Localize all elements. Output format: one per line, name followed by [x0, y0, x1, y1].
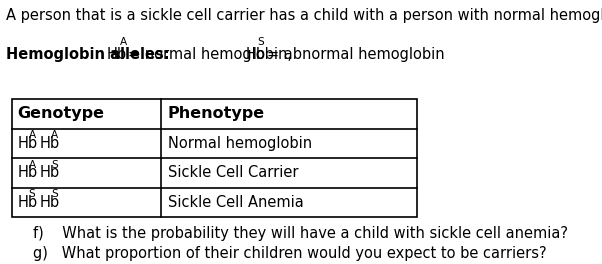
Text: Hb: Hb: [39, 166, 60, 181]
Text: A: A: [51, 130, 58, 140]
Text: g)   What proportion of their children would you expect to be carriers?: g) What proportion of their children wou…: [33, 246, 547, 261]
Text: Hb: Hb: [17, 195, 37, 210]
Text: A person that is a sickle cell carrier has a child with a person with normal hem: A person that is a sickle cell carrier h…: [5, 8, 602, 23]
Text: Sickle Cell Anemia: Sickle Cell Anemia: [167, 195, 303, 210]
Text: S: S: [51, 189, 58, 199]
Text: Hb: Hb: [245, 47, 265, 62]
Text: = abnormal hemoglobin: = abnormal hemoglobin: [267, 47, 444, 62]
Text: Hemoglobin alleles:: Hemoglobin alleles:: [5, 47, 169, 62]
Text: Normal hemoglobin: Normal hemoglobin: [167, 136, 312, 151]
Text: A: A: [119, 37, 126, 48]
Text: f)    What is the probability they will have a child with sickle cell anemia?: f) What is the probability they will hav…: [33, 226, 568, 241]
Text: Hb: Hb: [17, 136, 37, 151]
Text: Sickle Cell Carrier: Sickle Cell Carrier: [167, 166, 298, 181]
Text: A: A: [29, 130, 36, 140]
Text: Hb: Hb: [107, 47, 127, 62]
Text: Hb: Hb: [39, 136, 60, 151]
Text: S: S: [29, 189, 36, 199]
Text: Genotype: Genotype: [17, 106, 104, 121]
Text: Hb: Hb: [17, 166, 37, 181]
Text: S: S: [258, 37, 264, 48]
Text: Phenotype: Phenotype: [167, 106, 265, 121]
Text: = normal hemoglobin,: = normal hemoglobin,: [128, 47, 293, 62]
Text: S: S: [51, 160, 58, 170]
Text: Hb: Hb: [39, 195, 60, 210]
Text: A: A: [29, 160, 36, 170]
FancyBboxPatch shape: [12, 99, 417, 217]
